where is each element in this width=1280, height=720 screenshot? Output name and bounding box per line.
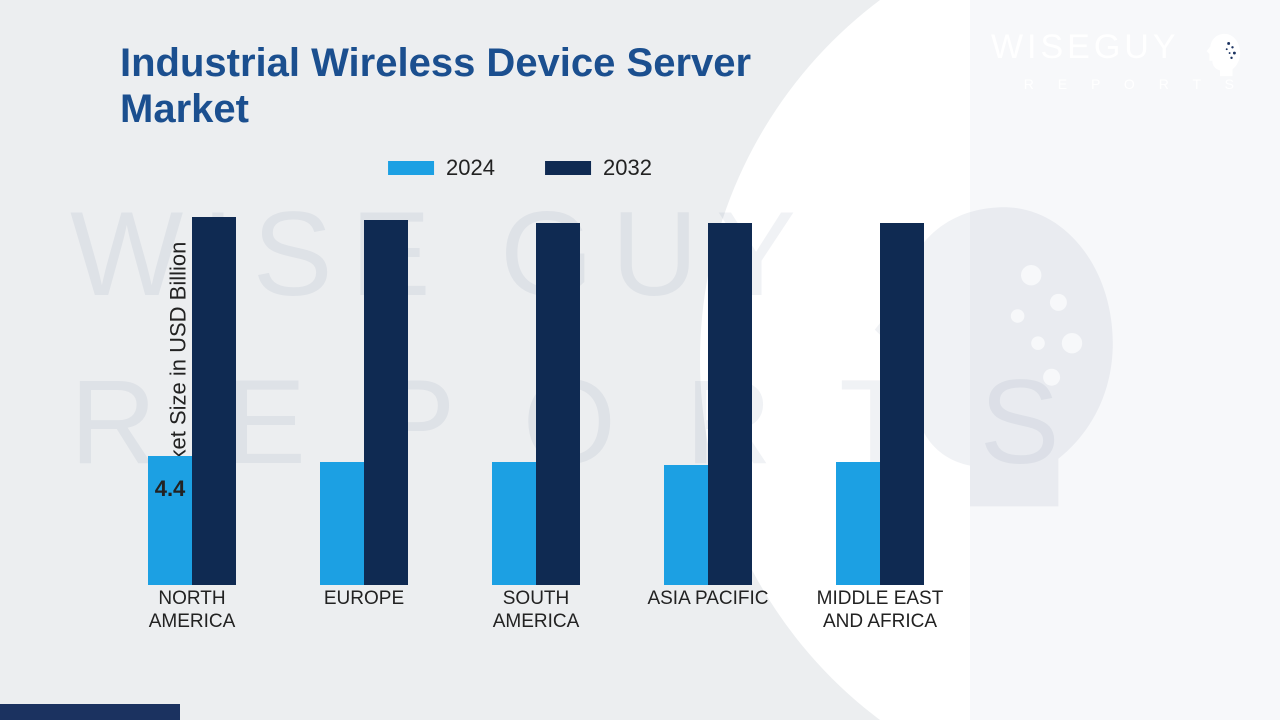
x-label: MIDDLE EAST AND AFRICA <box>810 588 950 634</box>
x-label: NORTH AMERICA <box>122 588 262 634</box>
bar-group <box>312 205 416 585</box>
bar-group <box>484 205 588 585</box>
legend-swatch <box>388 161 434 175</box>
logo-line2: R E P O R T S <box>991 76 1244 92</box>
legend-swatch <box>545 161 591 175</box>
bar <box>320 462 364 585</box>
x-label: ASIA PACIFIC <box>638 588 778 611</box>
bar <box>536 223 580 585</box>
bar <box>664 465 708 585</box>
bar <box>364 220 408 585</box>
chart-canvas: WISE GUY R E P O R T S WISEGUY R E P O R… <box>0 0 1280 720</box>
bar <box>192 217 236 585</box>
logo-line1: WISEGUY <box>991 28 1180 66</box>
x-label: EUROPE <box>294 588 434 611</box>
legend: 2024 2032 <box>388 155 652 181</box>
x-label: SOUTH AMERICA <box>466 588 606 634</box>
bar-group <box>828 205 932 585</box>
legend-item: 2024 <box>388 155 495 181</box>
legend-item: 2032 <box>545 155 652 181</box>
brand-logo: WISEGUY R E P O R T S <box>991 28 1244 92</box>
bar-group <box>140 205 244 585</box>
legend-label: 2024 <box>446 155 495 181</box>
bar-group <box>656 205 760 585</box>
footer-accent <box>0 704 180 720</box>
bar <box>708 223 752 585</box>
bar <box>836 462 880 585</box>
value-label: 4.4 <box>155 476 186 502</box>
legend-label: 2032 <box>603 155 652 181</box>
chart-area: Market Size in USD Billion 2024 2032 4.4 <box>80 155 960 585</box>
chart-title: Industrial Wireless Device Server Market <box>120 40 820 132</box>
bar <box>492 462 536 585</box>
plot-area: 4.4 <box>140 205 960 585</box>
logo-head-icon <box>1196 30 1244 78</box>
bar <box>880 223 924 585</box>
